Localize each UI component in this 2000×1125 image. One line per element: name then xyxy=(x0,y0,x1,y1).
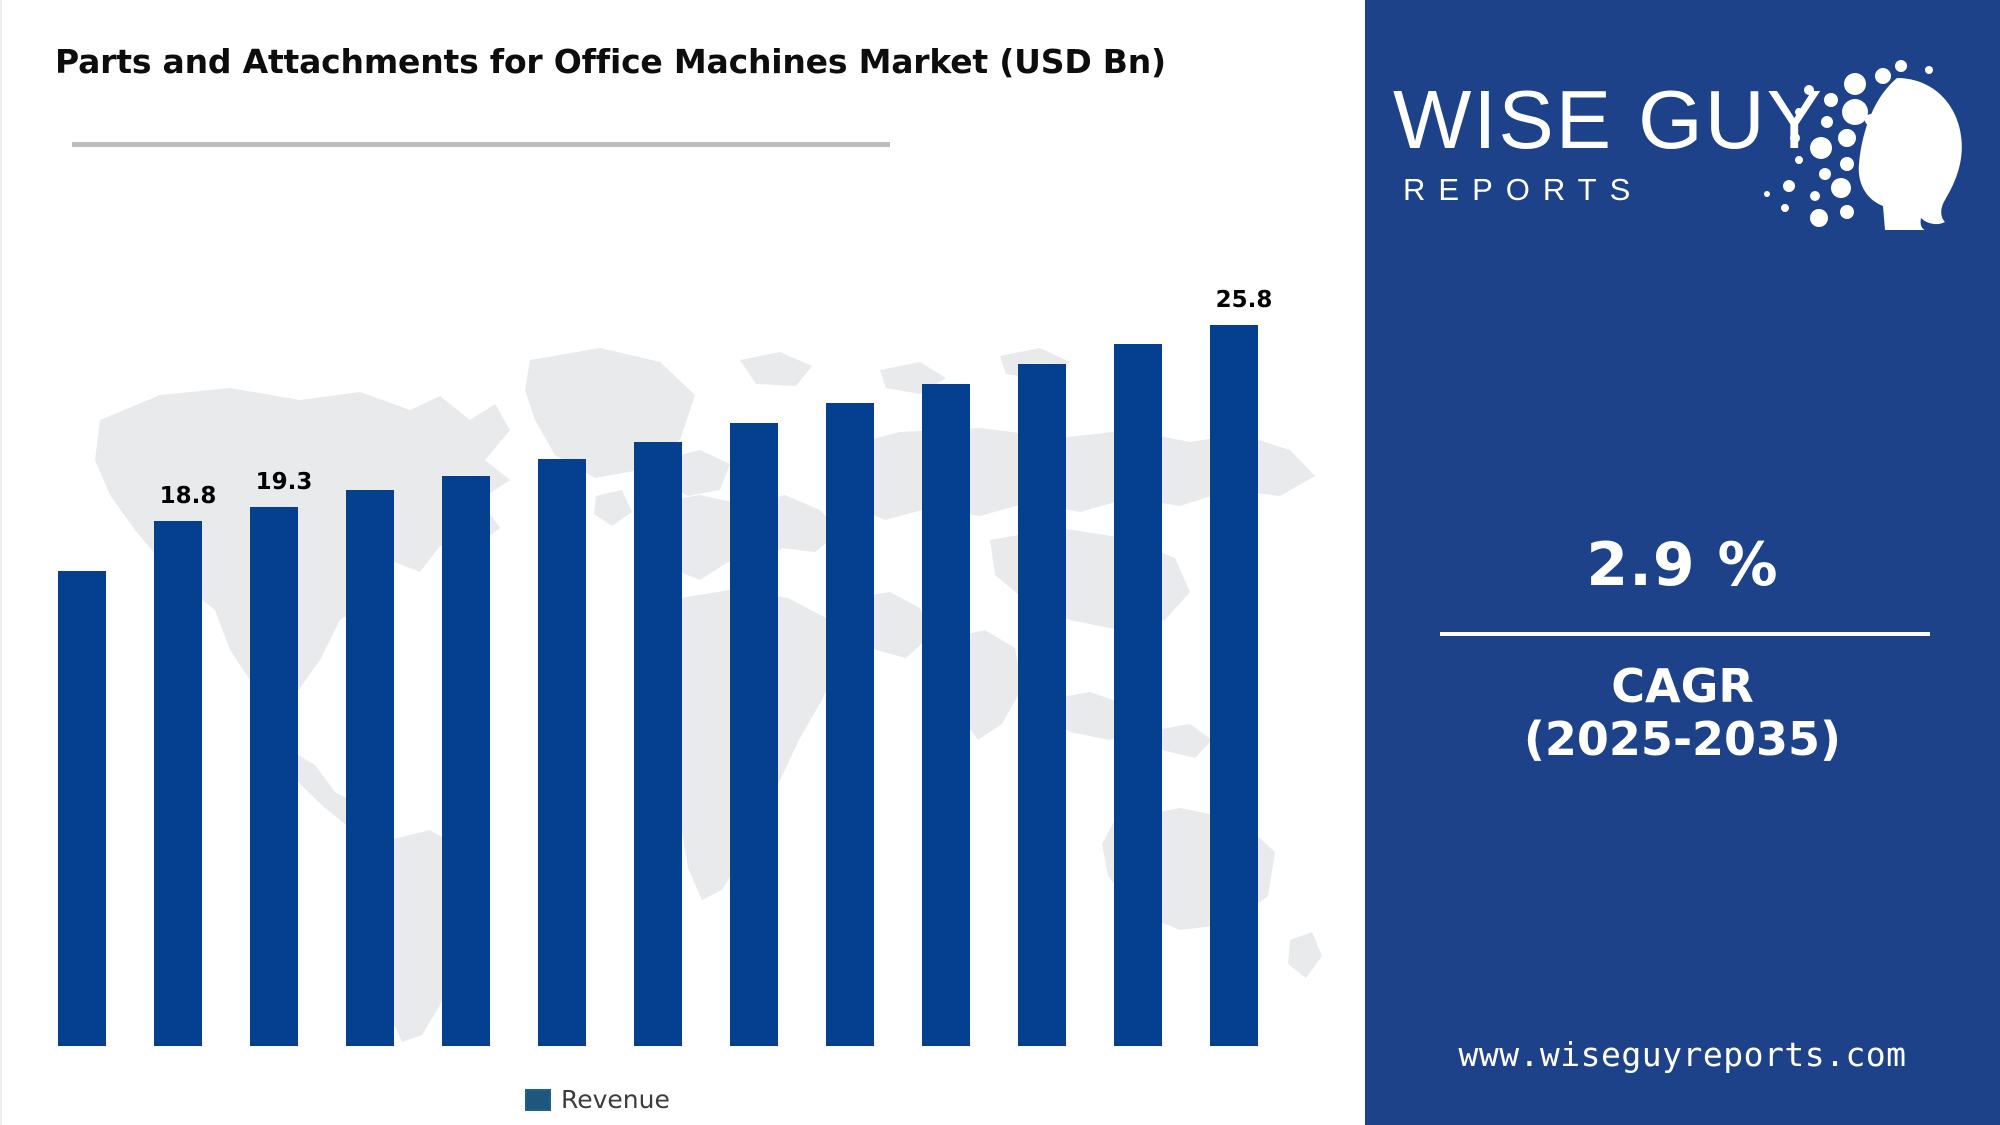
bar-2030[interactable] xyxy=(730,423,778,1046)
bar-value-label-2024: 18.8 xyxy=(159,483,217,509)
cagr-label: CAGR (2025-2035) xyxy=(1365,660,2000,766)
bar-2028[interactable] xyxy=(538,459,586,1046)
cagr-divider xyxy=(1440,632,1930,636)
wiseguyreports-logo: WISE GUY REPORTS xyxy=(1385,60,1985,235)
bar-series: 201918.8202419.3202520262027202820292030… xyxy=(0,150,1365,1046)
website-url[interactable]: www.wiseguyreports.com xyxy=(1458,1035,1907,1074)
bar-2029[interactable] xyxy=(634,442,682,1046)
bar-2025[interactable] xyxy=(250,507,298,1046)
legend-label-revenue: Revenue xyxy=(561,1085,670,1114)
legend-swatch-revenue xyxy=(525,1088,551,1111)
bar-2027[interactable] xyxy=(442,476,490,1046)
bar-2019[interactable] xyxy=(58,571,106,1046)
bar-2031[interactable] xyxy=(826,403,874,1046)
bar-value-label-2025: 19.3 xyxy=(255,469,313,495)
bar-2035[interactable] xyxy=(1210,325,1258,1046)
bar-2032[interactable] xyxy=(922,384,970,1046)
chart-panel: Parts and Attachments for Office Machine… xyxy=(0,0,1365,1125)
cagr-value: 2.9 % xyxy=(1586,530,1779,600)
bar-2033[interactable] xyxy=(1018,364,1066,1046)
bar-2026[interactable] xyxy=(346,490,394,1046)
title-divider xyxy=(72,142,890,147)
plot-area: 201918.8202419.3202520262027202820292030… xyxy=(0,150,1365,1046)
cagr-label-line1: CAGR xyxy=(1611,659,1754,713)
page-title: Parts and Attachments for Office Machine… xyxy=(55,42,1166,81)
cagr-label-line2: (2025-2035) xyxy=(1523,711,1842,766)
panel-left-edge xyxy=(0,0,2,1125)
bar-2024[interactable] xyxy=(154,521,202,1046)
svg-text:REPORTS: REPORTS xyxy=(1403,172,1643,207)
chart-legend[interactable]: Revenue xyxy=(525,1085,670,1114)
svg-text:WISE GUY: WISE GUY xyxy=(1393,73,1824,166)
bar-2034[interactable] xyxy=(1114,344,1162,1046)
brand-panel: WISE GUY REPORTS xyxy=(1365,0,2000,1125)
bar-value-label-2035: 25.8 xyxy=(1215,287,1273,313)
